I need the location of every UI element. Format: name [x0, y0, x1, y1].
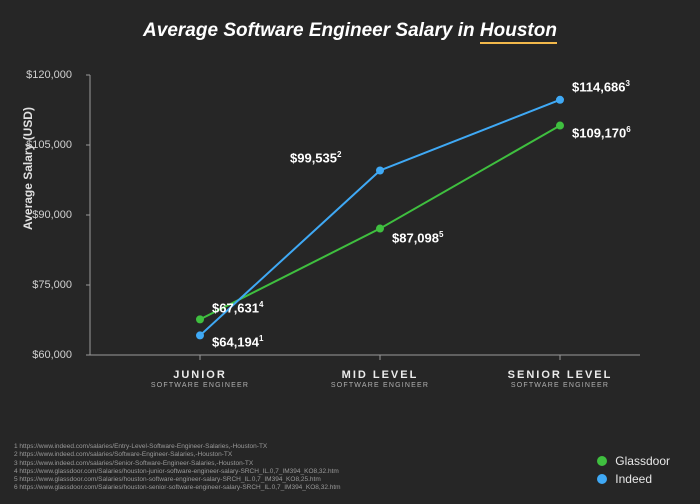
- legend: Glassdoor Indeed: [597, 450, 670, 486]
- x-cat-main: SENIOR LEVEL: [490, 369, 630, 381]
- footnote: 4 https://www.glassdoor.com/Salaries/hou…: [14, 468, 341, 476]
- x-cat-sub: SOFTWARE ENGINEER: [130, 382, 270, 389]
- footnote: 5 https://www.glassdoor.com/Salaries/hou…: [14, 476, 341, 484]
- legend-item-indeed: Indeed: [597, 472, 670, 486]
- data-point-label: $109,1706: [572, 125, 631, 140]
- footnote: 6 https://www.glassdoor.com/Salaries/hou…: [14, 484, 341, 492]
- chart-area: $60,000$75,000$90,000$105,000$120,000JUN…: [80, 65, 650, 395]
- legend-dot-icon: [597, 474, 607, 484]
- data-point-label: $114,6863: [572, 79, 630, 94]
- x-category: JUNIORSOFTWARE ENGINEER: [130, 369, 270, 389]
- x-cat-main: MID LEVEL: [310, 369, 450, 381]
- y-tick-label: $90,000: [32, 209, 72, 221]
- y-tick-label: $120,000: [26, 69, 72, 81]
- x-cat-main: JUNIOR: [130, 369, 270, 381]
- footnotes: 1 https://www.indeed.com/salaries/Entry-…: [14, 443, 341, 492]
- chart-svg: [80, 65, 650, 395]
- data-point-label: $67,6314: [212, 300, 263, 315]
- footnote: 1 https://www.indeed.com/salaries/Entry-…: [14, 443, 341, 451]
- chart-title: Average Software Engineer Salary in Hous…: [0, 0, 700, 42]
- title-prefix: Average Software Engineer Salary in: [143, 20, 480, 41]
- legend-label: Glassdoor: [615, 454, 670, 468]
- data-point-label: $99,5352: [290, 150, 341, 165]
- footnote: 2 https://www.indeed.com/salaries/Softwa…: [14, 451, 341, 459]
- footnote: 3 https://www.indeed.com/salaries/Senior…: [14, 460, 341, 468]
- y-tick-label: $60,000: [32, 349, 72, 361]
- title-city: Houston: [480, 20, 557, 44]
- data-point-label: $64,1941: [212, 334, 263, 349]
- x-category: SENIOR LEVELSOFTWARE ENGINEER: [490, 369, 630, 389]
- legend-label: Indeed: [615, 472, 652, 486]
- legend-item-glassdoor: Glassdoor: [597, 454, 670, 468]
- y-tick-label: $105,000: [26, 139, 72, 151]
- x-category: MID LEVELSOFTWARE ENGINEER: [310, 369, 450, 389]
- x-cat-sub: SOFTWARE ENGINEER: [310, 382, 450, 389]
- data-point-label: $87,0985: [392, 230, 443, 245]
- x-cat-sub: SOFTWARE ENGINEER: [490, 382, 630, 389]
- legend-dot-icon: [597, 456, 607, 466]
- y-tick-label: $75,000: [32, 279, 72, 291]
